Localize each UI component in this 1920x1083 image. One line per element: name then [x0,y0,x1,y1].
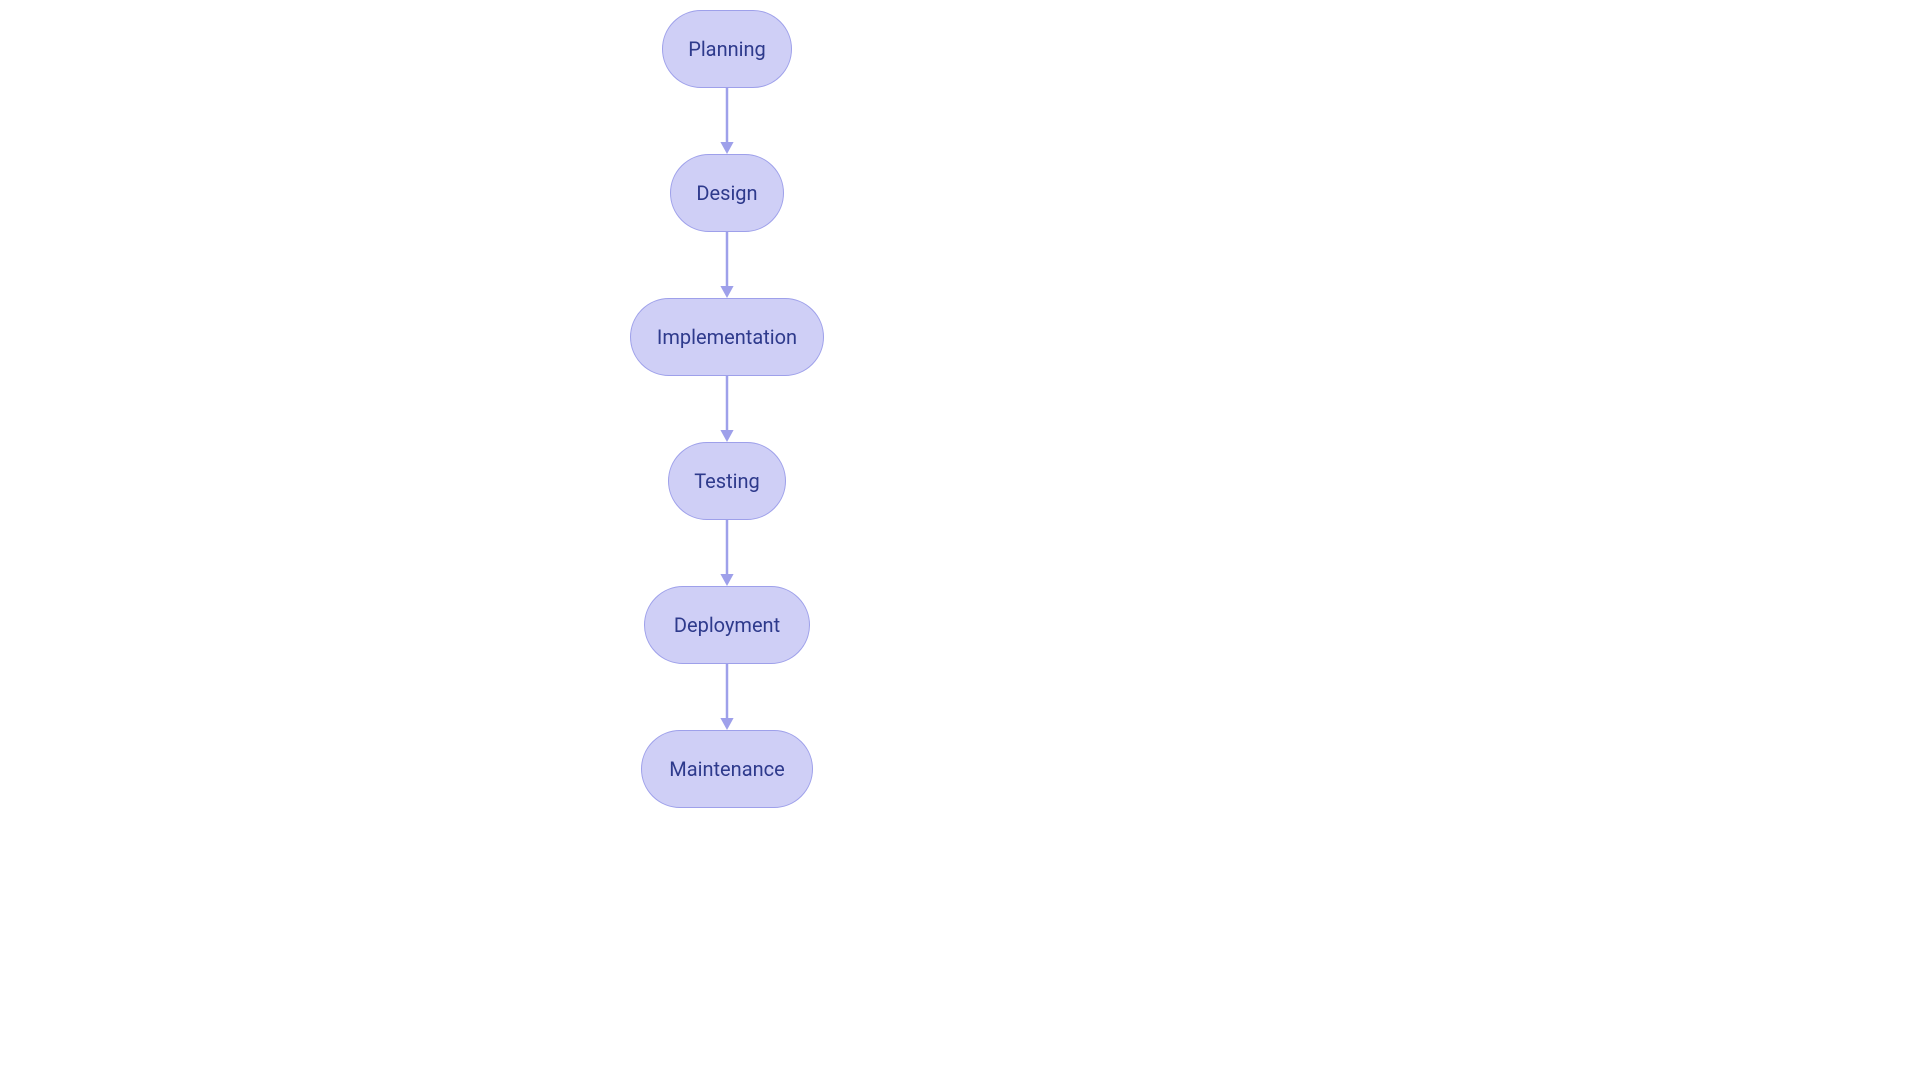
node-deployment: Deployment [644,586,810,664]
node-label: Implementation [657,325,797,349]
edge-design-to-implementation [715,232,739,298]
edge-deployment-to-maintenance [715,664,739,730]
node-label: Deployment [674,613,780,637]
edge-implementation-to-testing [715,376,739,442]
node-testing: Testing [668,442,786,520]
node-label: Design [696,181,757,205]
node-label: Maintenance [669,757,784,781]
edge-planning-to-design [715,88,739,154]
node-implementation: Implementation [630,298,824,376]
node-planning: Planning [662,10,792,88]
node-maintenance: Maintenance [641,730,813,808]
node-design: Design [670,154,784,232]
edge-testing-to-deployment [715,520,739,586]
flowchart-canvas: Planning Design Implementation Testing Deplo… [0,0,1920,1083]
node-label: Testing [694,469,760,493]
node-label: Planning [688,37,766,61]
